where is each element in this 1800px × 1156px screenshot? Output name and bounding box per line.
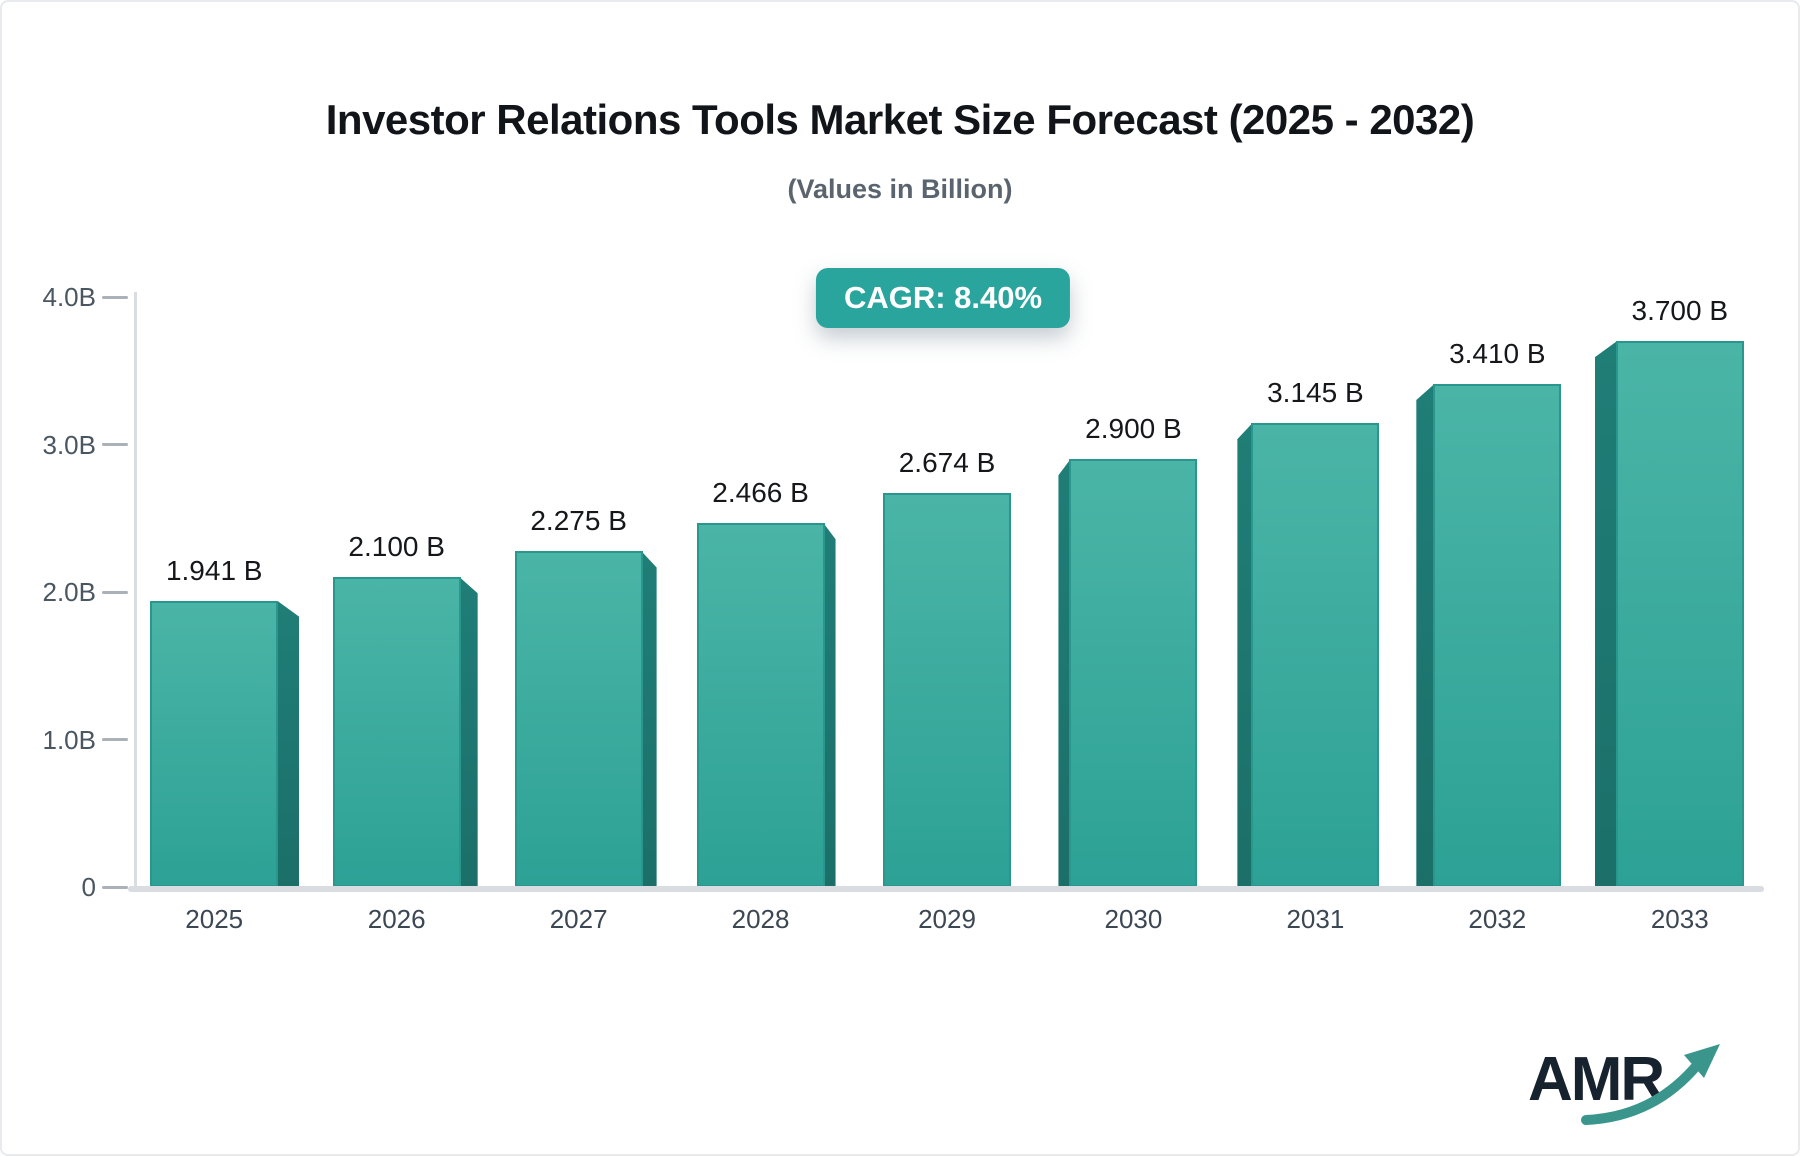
bar-side-panel: [1416, 384, 1435, 887]
bar-value-label: 2.100 B: [348, 531, 445, 563]
y-axis-tick-dash: [102, 738, 128, 741]
bar-side-panel: [641, 551, 657, 887]
x-axis-label: 2025: [185, 904, 244, 934]
amr-logo: AMR: [1526, 1032, 1756, 1132]
chart-title: Investor Relations Tools Market Size For…: [325, 96, 1475, 143]
bar: [1433, 384, 1562, 887]
bar-side-panel: [1237, 423, 1253, 887]
x-axis-label: 2031: [1286, 904, 1345, 934]
x-axis-label: 2030: [1104, 904, 1163, 934]
bar-side-panel: [823, 523, 836, 887]
x-axis-label: 2027: [549, 904, 608, 934]
bar: [514, 551, 643, 887]
chart-subtitle: (Values in Billion): [787, 174, 1013, 204]
bar: [1251, 423, 1380, 887]
bar: [1615, 341, 1744, 887]
y-axis-tick-label: 2.0B: [42, 577, 97, 607]
bar: [1069, 459, 1198, 887]
bar-value-label: 2.275 B: [530, 505, 627, 537]
bar-side-panel: [1594, 341, 1617, 887]
bar-value-label: 2.900 B: [1085, 413, 1182, 445]
bar-value-label: 3.700 B: [1631, 295, 1729, 327]
logo-swoosh-arrow-tail: [1581, 1059, 1703, 1125]
bar-value-label: 2.674 B: [898, 446, 996, 478]
bar: [332, 577, 461, 887]
y-axis-tick-label: 4.0B: [42, 282, 97, 312]
bar: [150, 600, 279, 887]
cagr-badge: CAGR: 8.40%: [815, 268, 1071, 328]
bar-side-panel: [459, 577, 478, 887]
x-axis-label: 2029: [918, 904, 976, 934]
y-axis-tick-label: 3.0B: [42, 429, 97, 460]
y-axis-tick-label: 1.0B: [42, 724, 97, 755]
bar: [883, 492, 1011, 887]
y-axis-tick-dash: [102, 443, 128, 446]
amr-logo-graphic: AMR: [1528, 1044, 1720, 1125]
bar-value-label: 1.941 B: [165, 554, 263, 586]
bar-value-label: 2.466 B: [712, 477, 809, 509]
bar: [696, 523, 825, 887]
bar-value-label: 3.410 B: [1449, 338, 1546, 370]
bar-side-panel: [1058, 459, 1071, 887]
x-axis-baseline: [128, 886, 1764, 892]
x-axis-label: 2028: [731, 904, 790, 934]
y-axis-tick-label: 0: [81, 872, 96, 902]
y-axis-tick-dash: [102, 885, 128, 889]
y-axis-tick-dash: [102, 590, 128, 594]
x-axis-label: 2033: [1650, 904, 1709, 934]
bar-side-panel: [277, 600, 300, 887]
x-axis-label: 2026: [367, 904, 426, 934]
y-axis-tick-dash: [102, 295, 128, 299]
bar-value-label: 3.145 B: [1267, 377, 1364, 409]
y-axis-line: [134, 292, 137, 891]
logo-swoosh-arrow-head: [1684, 1044, 1720, 1078]
x-axis-label: 2032: [1468, 904, 1527, 934]
